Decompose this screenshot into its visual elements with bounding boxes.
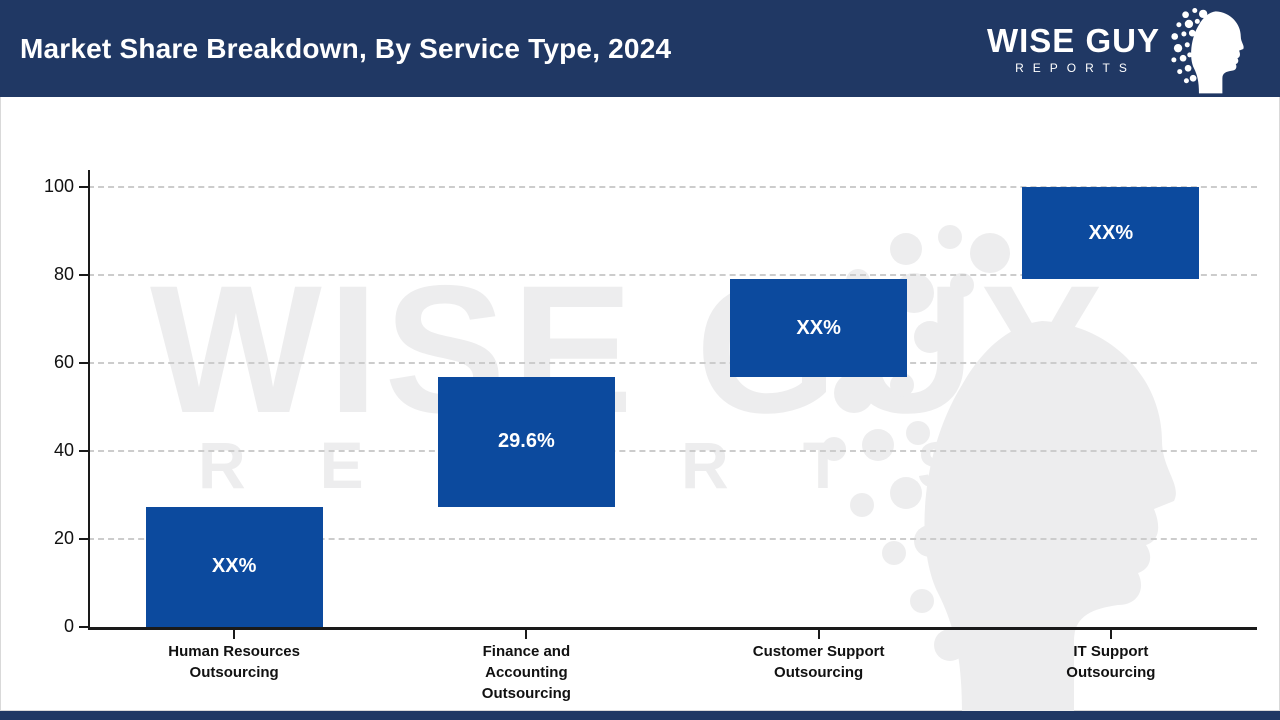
brand-logo: WISE GUY REPORTS [987, 3, 1252, 95]
y-tick-label-80: 80 [53, 264, 74, 284]
header-bar: Market Share Breakdown, By Service Type,… [0, 0, 1280, 97]
gridline-y40 [88, 450, 1257, 452]
y-tick-label-20: 20 [53, 528, 74, 548]
bar-value-label: XX% [796, 316, 841, 339]
gridline-y20 [88, 538, 1257, 540]
bar-value-label: XX% [211, 555, 257, 578]
bar-value-label: XX% [1088, 221, 1134, 244]
y-tick-60 [79, 362, 88, 364]
category-label: Human Resources Outsourcing [168, 643, 300, 681]
category-label: IT Support Outsourcing [1066, 643, 1156, 681]
x-tick [525, 630, 528, 639]
x-tick [1109, 630, 1112, 639]
y-tick-label-60: 60 [53, 352, 74, 372]
brand-head-icon [1171, 7, 1244, 93]
gridline-y80 [88, 274, 1257, 276]
page-title: Market Share Breakdown, By Service Type,… [20, 32, 672, 64]
y-tick-label-40: 40 [53, 440, 74, 460]
y-tick-0 [79, 626, 88, 628]
bar-value-label: 29.6% [498, 430, 555, 453]
y-tick-80 [79, 274, 88, 276]
category-label: Finance and Accounting Outsourcing [481, 643, 571, 702]
y-tick-100 [79, 186, 88, 188]
gridline-y60 [88, 362, 1257, 364]
gridline-y100 [88, 186, 1257, 188]
y-tick-20 [79, 538, 88, 540]
y-tick-label-100: 100 [43, 176, 74, 196]
y-axis-line [88, 170, 90, 629]
bar-segment: XX% [145, 506, 323, 627]
x-tick [817, 630, 820, 639]
x-tick [233, 630, 236, 639]
watermark-brand-text: WISE GUY [150, 247, 1109, 451]
brand-name: WISE GUY [986, 21, 1160, 59]
brand-subtitle: REPORTS [1015, 60, 1136, 75]
brand-logo-text: WISE GUY REPORTS [987, 24, 1160, 74]
bar-segment: XX% [730, 279, 908, 377]
bar-segment: 29.6% [437, 376, 615, 507]
y-tick-label-0: 0 [63, 616, 74, 636]
category-label: Customer Support Outsourcing [752, 643, 885, 681]
y-tick-40 [79, 450, 88, 452]
bar-segment: XX% [1022, 187, 1200, 280]
x-axis-line [88, 627, 1257, 630]
footer-bar [0, 711, 1280, 720]
